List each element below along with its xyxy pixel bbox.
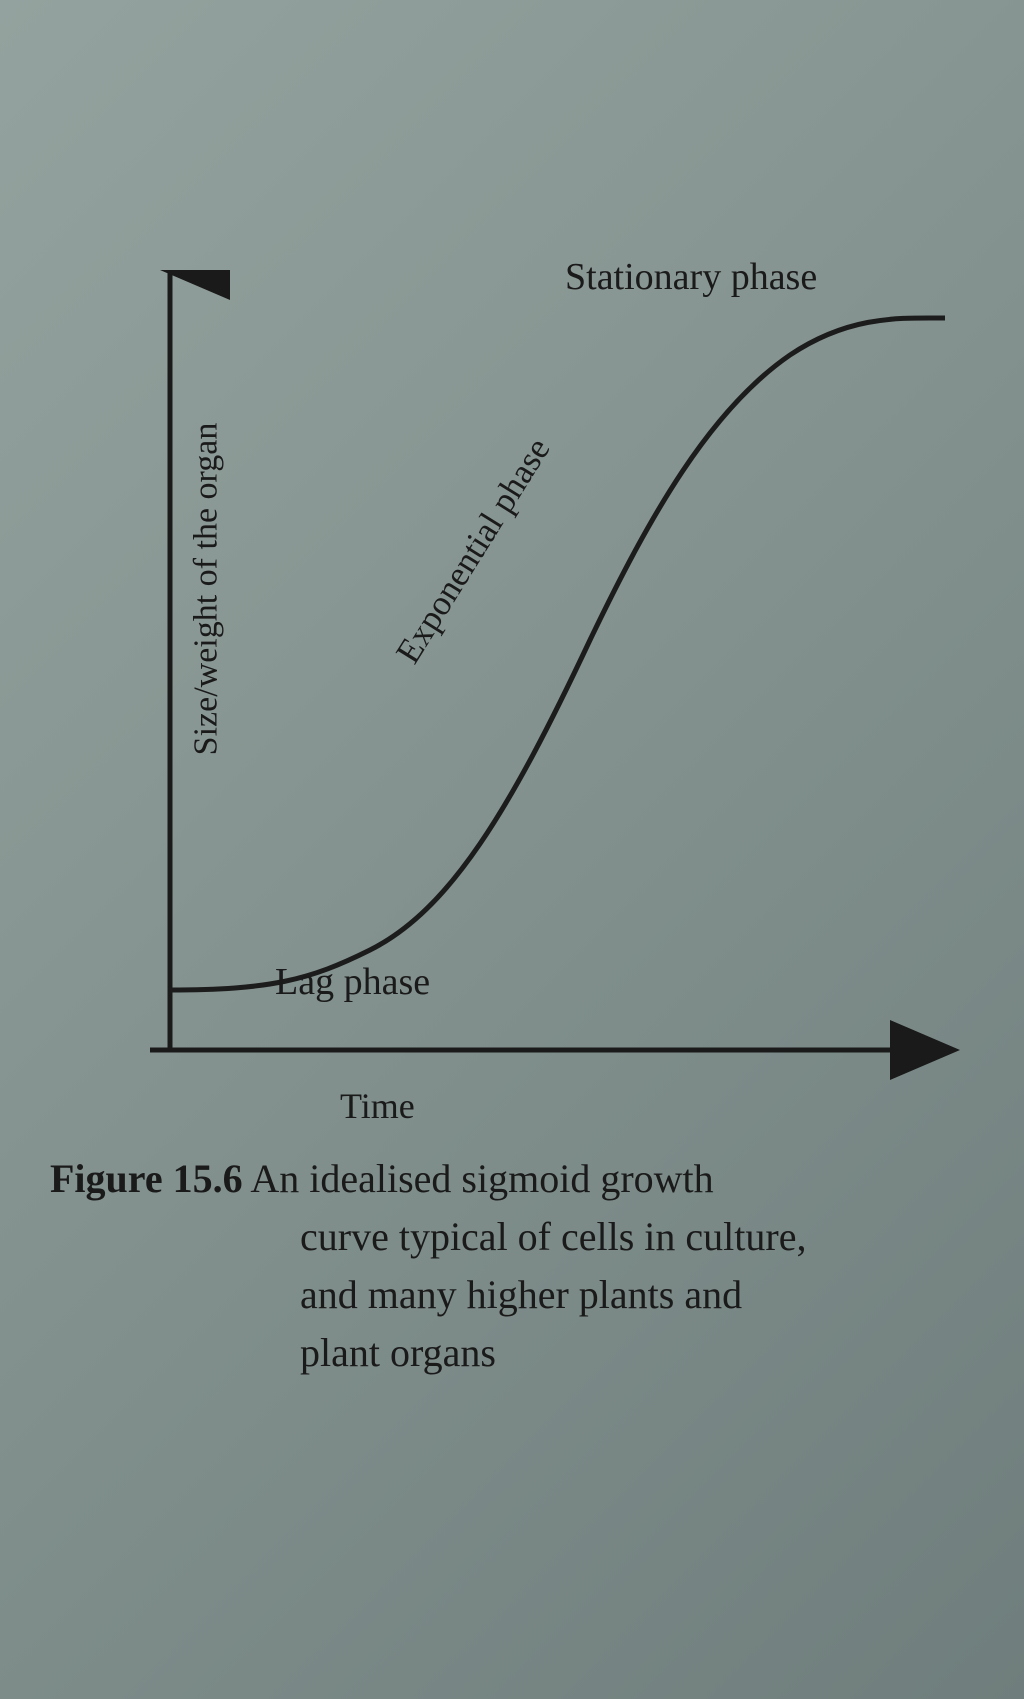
sigmoid-curve: [170, 318, 945, 990]
y-axis-label: Size/weight of the organ: [187, 423, 225, 756]
lag-phase-label: Lag phase: [275, 960, 430, 1004]
caption-line-3: and many higher plants and: [300, 1266, 970, 1324]
figure-caption: Figure 15.6 An idealised sigmoid growth …: [50, 1150, 970, 1382]
figure-number: Figure 15.6: [50, 1156, 243, 1201]
caption-line-1: An idealised sigmoid growth: [243, 1156, 714, 1201]
page-background: Size/weight of the organ Time Lag phase …: [0, 0, 1024, 1699]
stationary-phase-label: Stationary phase: [565, 255, 817, 299]
growth-curve-chart: Size/weight of the organ Time Lag phase …: [90, 270, 960, 1080]
caption-line-2: curve typical of cells in culture,: [300, 1208, 970, 1266]
x-axis-label: Time: [340, 1085, 415, 1127]
caption-line-4: plant organs: [300, 1324, 970, 1382]
